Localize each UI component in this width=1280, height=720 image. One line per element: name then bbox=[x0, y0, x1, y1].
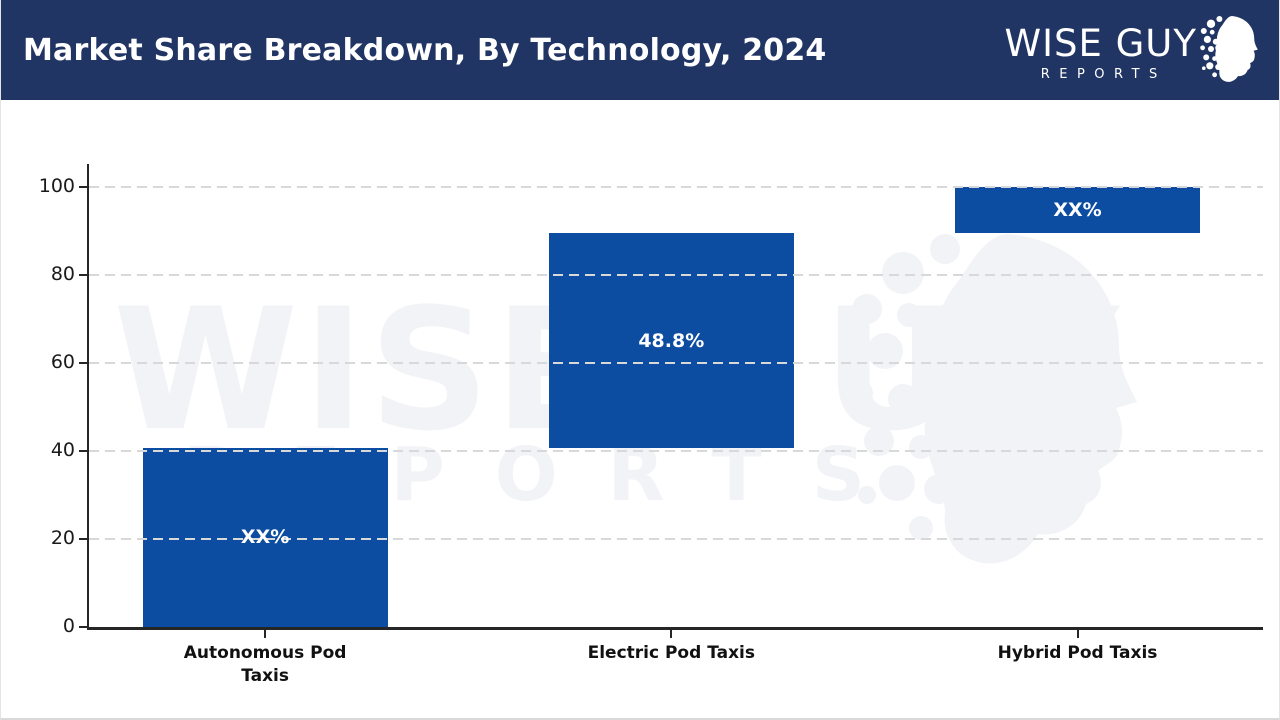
y-tick-label: 40 bbox=[50, 438, 75, 461]
x-tick-label: Autonomous Pod Taxis bbox=[183, 643, 347, 686]
watermark-face-icon bbox=[849, 234, 1137, 564]
bar-1 bbox=[142, 447, 388, 627]
bar-value-label: 48.8% bbox=[638, 329, 705, 352]
watermark-word-wise: WISE bbox=[113, 272, 613, 468]
x-axis-line bbox=[87, 627, 1263, 630]
y-tick-label: 60 bbox=[50, 350, 75, 373]
bar-value-label: XX% bbox=[1053, 199, 1102, 222]
y-axis-line bbox=[87, 164, 89, 629]
bar-3 bbox=[955, 186, 1200, 234]
x-tick-mark bbox=[264, 628, 267, 638]
y-tick-mark bbox=[79, 449, 87, 452]
y-tick-mark bbox=[79, 185, 87, 188]
y-tick-mark bbox=[79, 273, 87, 276]
gridline-80 bbox=[89, 273, 1263, 276]
header-bar: Market Share Breakdown, By Technology, 2… bbox=[1, 0, 1279, 100]
gridline-20 bbox=[89, 537, 1263, 540]
gridline-60 bbox=[89, 361, 1263, 364]
y-tick-label: 0 bbox=[62, 615, 75, 637]
x-tick-label: Hybrid Pod Taxis bbox=[997, 643, 1158, 663]
logo-text: WISE GUY REPORTS bbox=[1005, 22, 1197, 82]
y-tick-mark bbox=[79, 537, 87, 540]
logo-tagline: REPORTS bbox=[1040, 67, 1167, 82]
x-tick-label: Electric Pod Taxis bbox=[587, 643, 755, 663]
x-tick-mark bbox=[670, 628, 673, 638]
y-tick-label: 100 bbox=[38, 174, 75, 197]
logo-name: WISE GUY bbox=[1004, 22, 1197, 65]
y-tick-label: 20 bbox=[50, 526, 75, 549]
wiseguy-face-icon bbox=[1200, 16, 1258, 82]
wiseguy-logo: WISE GUY REPORTS bbox=[1005, 6, 1265, 96]
y-tick-mark bbox=[79, 626, 87, 628]
bar-2 bbox=[548, 233, 794, 448]
y-tick-label: 80 bbox=[50, 262, 75, 285]
x-tick-mark bbox=[1076, 628, 1079, 638]
gridline-100 bbox=[89, 185, 1263, 188]
bar-value-label: XX% bbox=[240, 526, 290, 549]
gridline-40 bbox=[89, 449, 1263, 452]
y-tick-mark bbox=[79, 361, 87, 364]
chart-title: Market Share Breakdown, By Technology, 2… bbox=[23, 32, 827, 68]
